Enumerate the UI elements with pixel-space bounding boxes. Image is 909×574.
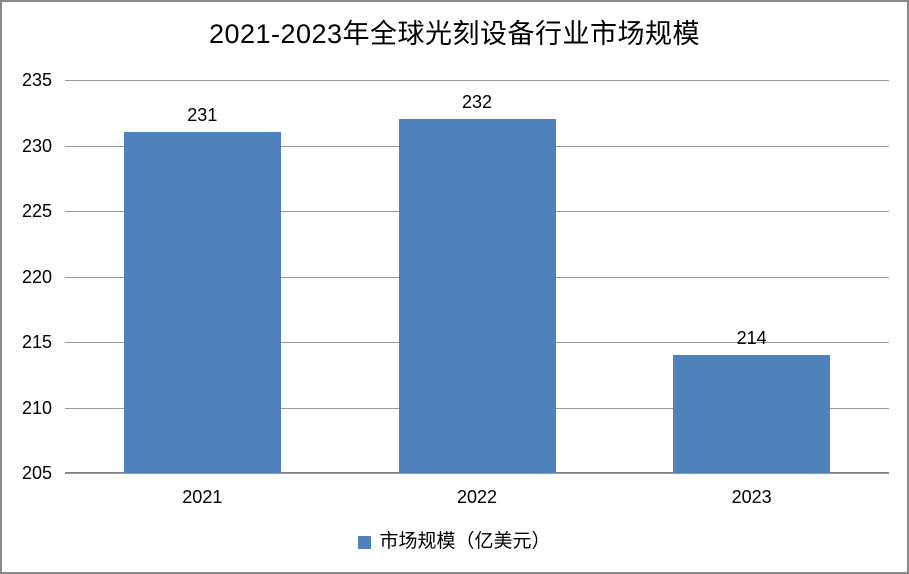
y-tick-label: 235 xyxy=(21,70,52,90)
gridline xyxy=(65,80,889,81)
bar-value-label: 214 xyxy=(736,328,767,349)
gridline xyxy=(65,473,889,474)
bar-2023 xyxy=(673,355,831,473)
y-tick-label: 215 xyxy=(21,332,52,352)
bar-2021 xyxy=(123,132,281,473)
bar-value-label: 231 xyxy=(187,105,218,126)
legend-label: 市场规模（亿美元） xyxy=(379,531,551,552)
legend-marker-icon xyxy=(358,535,372,549)
y-tick-label: 210 xyxy=(21,397,52,418)
x-tick-label: 2021 xyxy=(182,487,223,507)
y-tick-label: 220 xyxy=(21,266,52,287)
legend: 市场规模（亿美元） xyxy=(2,530,907,554)
x-tick-label: 2022 xyxy=(456,487,497,507)
y-tick-label: 225 xyxy=(21,201,52,221)
plot-area: 231 232 214 xyxy=(65,80,889,474)
bar-value-label: 232 xyxy=(461,92,493,113)
y-tick-label: 230 xyxy=(21,135,52,156)
chart-title: 2021-2023年全球光刻设备行业市场规模 xyxy=(208,19,701,49)
x-tick-label: 2023 xyxy=(731,487,772,507)
bar-2022 xyxy=(398,119,556,473)
y-tick-label: 205 xyxy=(21,463,52,483)
